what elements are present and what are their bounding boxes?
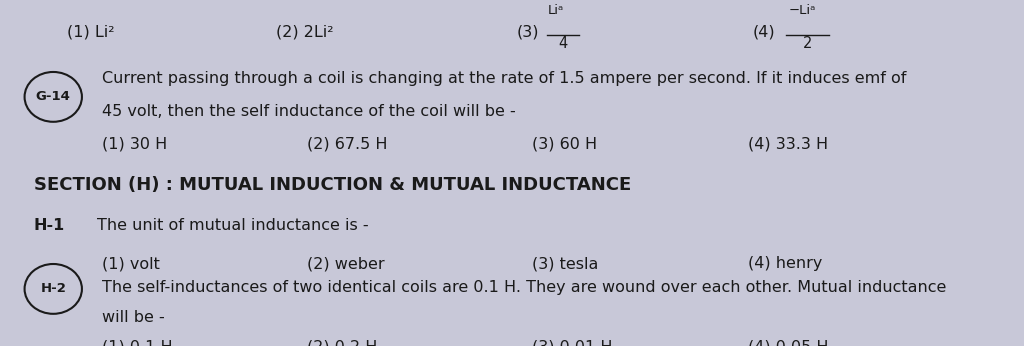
Text: (1) volt: (1) volt	[102, 256, 161, 271]
Text: Current passing through a coil is changing at the rate of 1.5 ampere per second.: Current passing through a coil is changi…	[102, 71, 907, 86]
Text: (1) 0.1 H: (1) 0.1 H	[102, 340, 173, 346]
Text: 45 volt, then the self inductance of the coil will be -: 45 volt, then the self inductance of the…	[102, 104, 516, 119]
Text: 4: 4	[558, 36, 567, 51]
Text: (4) 33.3 H: (4) 33.3 H	[748, 137, 827, 152]
Text: (1) 30 H: (1) 30 H	[102, 137, 168, 152]
Text: (4) henry: (4) henry	[748, 256, 822, 271]
Text: (4): (4)	[753, 24, 775, 39]
Text: 2: 2	[803, 36, 812, 51]
Text: (2) 0.2 H: (2) 0.2 H	[307, 340, 378, 346]
Text: SECTION (H) : MUTUAL INDUCTION & MUTUAL INDUCTANCE: SECTION (H) : MUTUAL INDUCTION & MUTUAL …	[34, 176, 631, 194]
Text: H-1: H-1	[34, 218, 66, 233]
Text: Liᵃ: Liᵃ	[548, 4, 564, 17]
Text: G-14: G-14	[36, 90, 71, 103]
Text: (2) 67.5 H: (2) 67.5 H	[307, 137, 388, 152]
Text: (4) 0.05 H: (4) 0.05 H	[748, 340, 828, 346]
Text: (3) 60 H: (3) 60 H	[532, 137, 598, 152]
Text: (2) 2Li²: (2) 2Li²	[276, 24, 334, 39]
Text: The unit of mutual inductance is -: The unit of mutual inductance is -	[97, 218, 369, 233]
Text: (3) 0.01 H: (3) 0.01 H	[532, 340, 613, 346]
Text: H-2: H-2	[40, 282, 67, 295]
Text: (1) Li²: (1) Li²	[67, 24, 114, 39]
Text: (3): (3)	[517, 24, 540, 39]
Text: The self-inductances of two identical coils are 0.1 H. They are wound over each : The self-inductances of two identical co…	[102, 280, 947, 295]
Text: (3) tesla: (3) tesla	[532, 256, 599, 271]
Text: −Liᵃ: −Liᵃ	[788, 4, 816, 17]
Text: (2) weber: (2) weber	[307, 256, 385, 271]
Text: will be -: will be -	[102, 310, 165, 325]
